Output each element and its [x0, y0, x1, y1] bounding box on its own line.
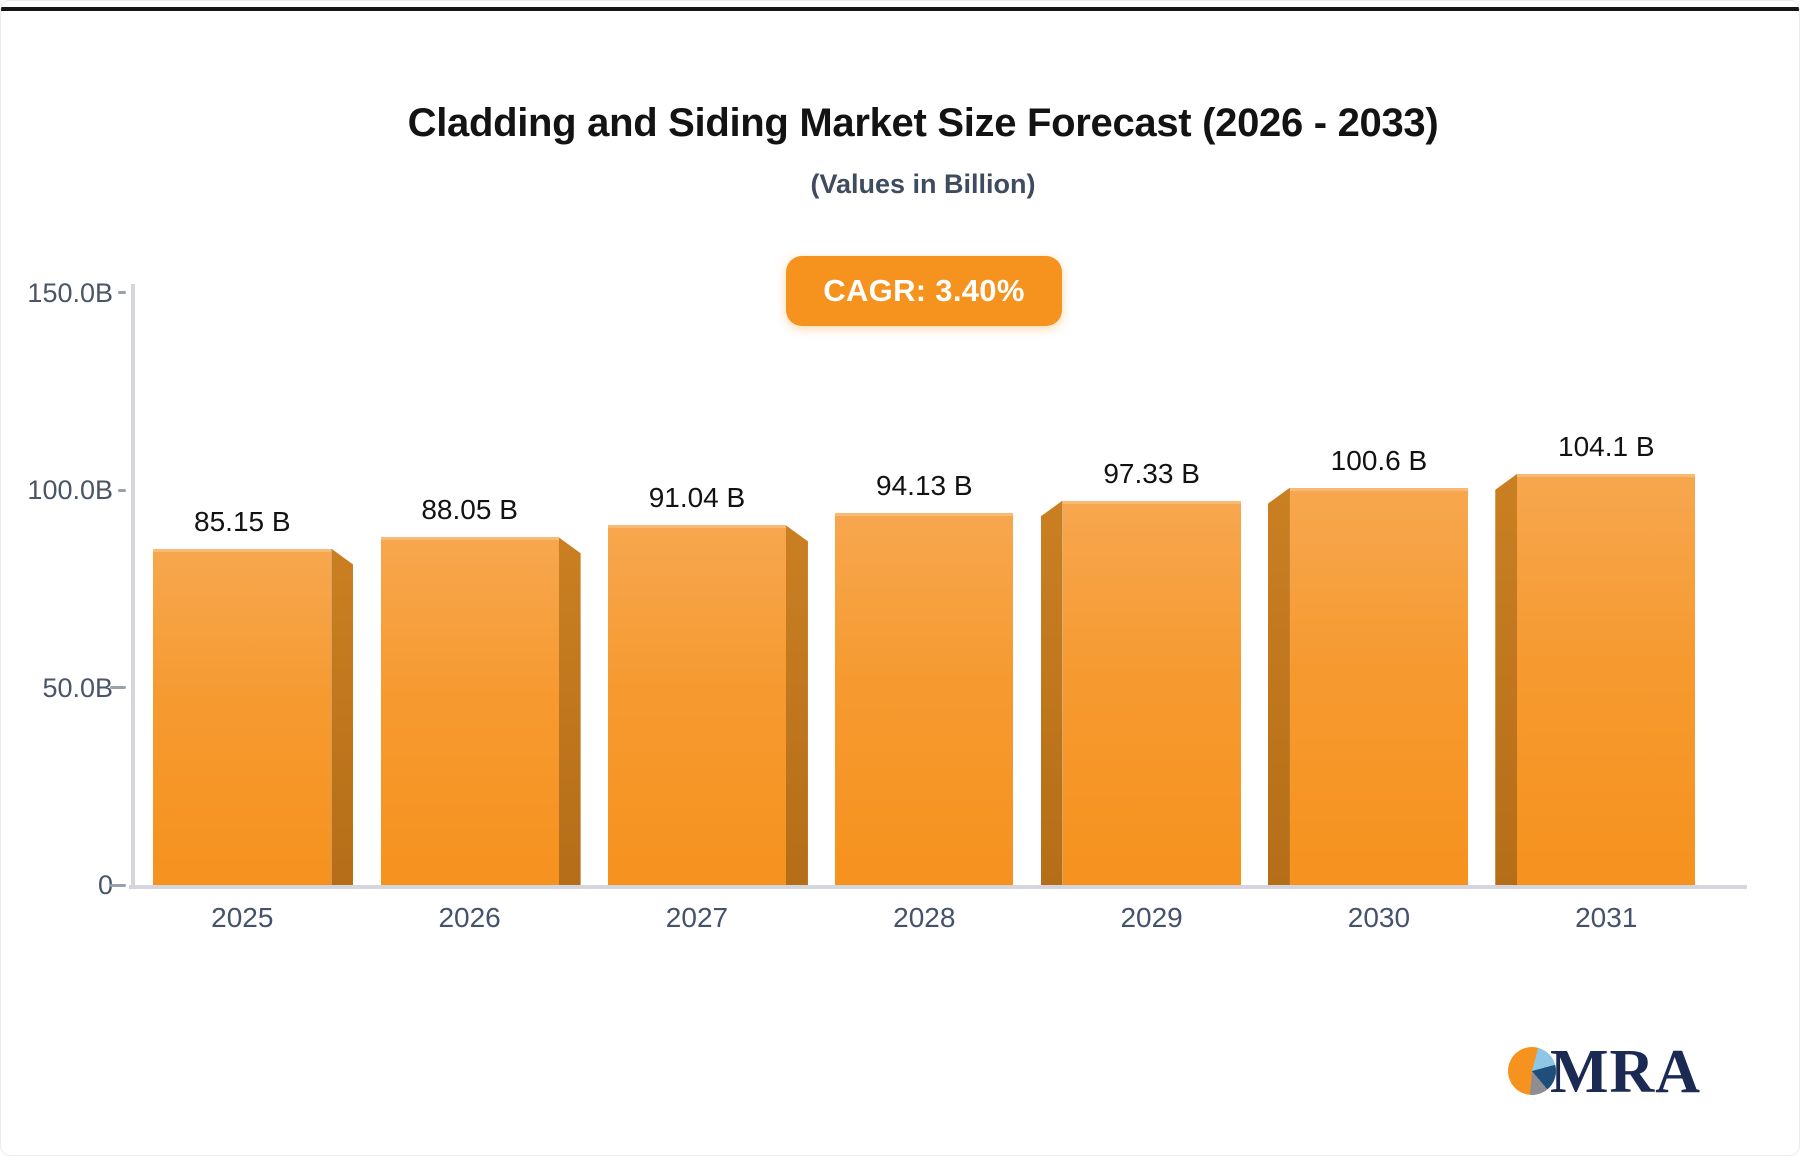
- bar: [153, 548, 332, 885]
- logo-text: MRA: [1550, 1038, 1702, 1106]
- bar: [1289, 487, 1468, 885]
- y-axis-tick-label: 100.0B: [27, 475, 113, 505]
- chart-subtitle: (Values in Billion): [810, 169, 1036, 199]
- bar-3d-side: [785, 525, 808, 885]
- x-axis-label: 2026: [438, 902, 501, 933]
- bar-value-label: 88.05 B: [421, 494, 518, 526]
- y-axis-tick-label: 150.0B: [27, 277, 113, 308]
- bar: [835, 513, 1014, 885]
- y-axis-tick-mark: [118, 488, 126, 492]
- y-axis-tick-label: 50.0B: [42, 672, 113, 703]
- y-axis-tick-label: 0: [97, 870, 113, 900]
- x-axis-label: 2030: [1347, 902, 1411, 933]
- bar-value-label: 85.15 B: [194, 505, 291, 537]
- x-axis-label: 2027: [665, 902, 729, 933]
- pie-logo-icon: [1508, 1047, 1556, 1095]
- bar-3d-side: [558, 537, 581, 885]
- x-axis-label: 2029: [1120, 902, 1183, 933]
- bar-3d-side: [331, 548, 354, 885]
- bar-value-label: 91.04 B: [648, 482, 746, 514]
- bar-value-label: 100.6 B: [1330, 444, 1428, 476]
- y-axis-tick-mark: [110, 686, 126, 689]
- top-border-line: [1, 7, 1799, 11]
- x-axis-label: 2025: [211, 902, 274, 933]
- bar-3d-side: [1495, 473, 1518, 885]
- bar-value-label: 104.1 B: [1558, 430, 1655, 462]
- bar-value-label: 94.13 B: [876, 470, 973, 502]
- chart-title: Cladding and Siding Market Size Forecast…: [407, 101, 1439, 145]
- bar: [607, 525, 786, 885]
- y-axis-tick-mark: [110, 883, 126, 887]
- cagr-badge: CAGR: 3.40%: [786, 256, 1062, 326]
- y-axis-line: [131, 284, 135, 889]
- x-axis-label: 2028: [893, 902, 956, 933]
- bar-3d-side: [1040, 500, 1063, 885]
- mra-logo: MRA: [1508, 1039, 1758, 1119]
- bar: [1062, 500, 1241, 885]
- bar: [380, 537, 559, 885]
- y-axis-tick-mark: [118, 291, 126, 294]
- x-axis-label: 2031: [1575, 902, 1638, 933]
- x-axis-line: [129, 885, 1747, 889]
- bar-value-label: 97.33 B: [1103, 457, 1200, 489]
- bar-3d-side: [1267, 487, 1290, 885]
- bar: [1517, 473, 1696, 885]
